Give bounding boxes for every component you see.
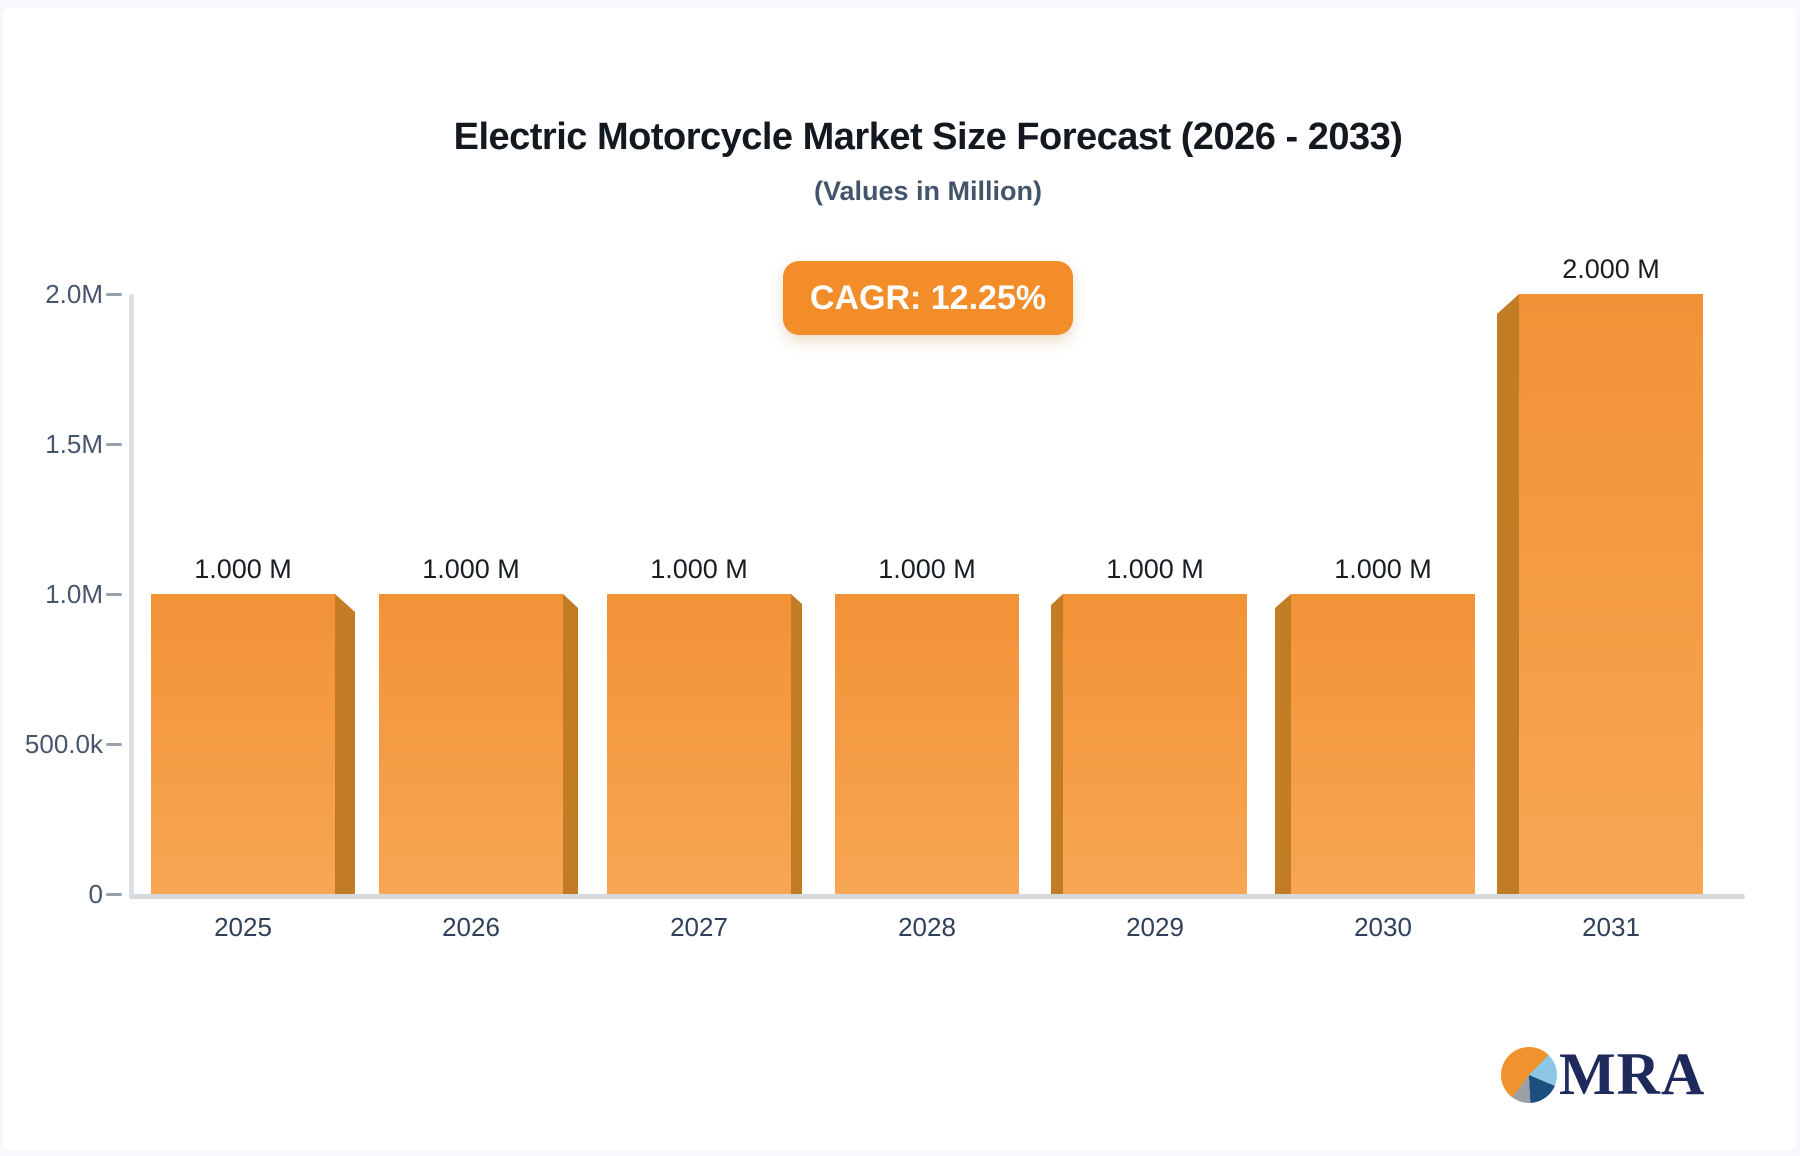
bar-2027-side-face <box>791 594 802 894</box>
cagr-badge: CAGR: 12.25% <box>783 261 1073 335</box>
bar-2026-side-face <box>563 594 578 894</box>
x-axis-label-2031: 2031 <box>1582 912 1640 942</box>
bar-value-label-2029: 1.000 M <box>1106 554 1204 584</box>
chart-card: Electric Motorcycle Market Size Forecast… <box>3 8 1796 1150</box>
cagr-badge-label: CAGR: 12.25% <box>809 278 1047 317</box>
y-axis-tick-label-500.0k: 500.0k <box>24 729 103 759</box>
y-axis-tick-mark-1.0M <box>106 593 122 596</box>
bar-2029-side-face <box>1051 594 1063 894</box>
x-axis-label-2025: 2025 <box>214 912 272 942</box>
y-axis-tick-mark-1.5M <box>106 443 122 446</box>
y-axis-tick-mark-2.0M <box>106 293 122 296</box>
y-axis-tick-label-0: 0 <box>88 879 103 909</box>
pie-chart-logo-icon <box>1501 1046 1557 1103</box>
x-axis-label-2027: 2027 <box>670 912 728 942</box>
logo-text: MRA <box>1559 1041 1706 1107</box>
bar-2028[interactable] <box>835 594 1019 894</box>
x-axis-line <box>129 894 1745 899</box>
bar-2030[interactable] <box>1291 594 1475 894</box>
x-axis-label-2026: 2026 <box>442 912 500 942</box>
bar-value-label-2025: 1.000 M <box>194 554 292 584</box>
bar-2025[interactable] <box>151 594 335 894</box>
mra-logo: MRA <box>1501 1040 1705 1109</box>
chart-subtitle: (Values in Million) <box>813 176 1043 206</box>
bar-2027[interactable] <box>607 594 791 894</box>
bar-2031[interactable] <box>1519 294 1703 894</box>
bar-value-label-2026: 1.000 M <box>422 554 520 584</box>
x-axis-label-2029: 2029 <box>1126 912 1184 942</box>
x-axis-label-2030: 2030 <box>1354 912 1412 942</box>
bar-value-label-2027: 1.000 M <box>650 554 748 584</box>
bar-2029[interactable] <box>1063 594 1247 894</box>
bar-value-label-2031: 2.000 M <box>1562 254 1660 284</box>
bar-2026[interactable] <box>379 594 563 894</box>
y-axis-tick-label-1.0M: 1.0M <box>45 579 103 609</box>
y-axis-line <box>129 294 134 898</box>
bar-2030-side-face <box>1275 594 1291 894</box>
bar-value-label-2028: 1.000 M <box>878 554 976 584</box>
y-axis-tick-label-1.5M: 1.5M <box>45 429 103 459</box>
bar-2025-side-face <box>335 594 355 894</box>
y-axis-tick-mark-0 <box>106 893 122 896</box>
chart-title: Electric Motorcycle Market Size Forecast… <box>453 116 1403 158</box>
y-axis-tick-label-2.0M: 2.0M <box>45 279 103 309</box>
bar-2031-side-face <box>1497 294 1519 894</box>
y-axis-tick-mark-500.0k <box>106 743 122 746</box>
bar-value-label-2030: 1.000 M <box>1334 554 1432 584</box>
x-axis-label-2028: 2028 <box>898 912 956 942</box>
